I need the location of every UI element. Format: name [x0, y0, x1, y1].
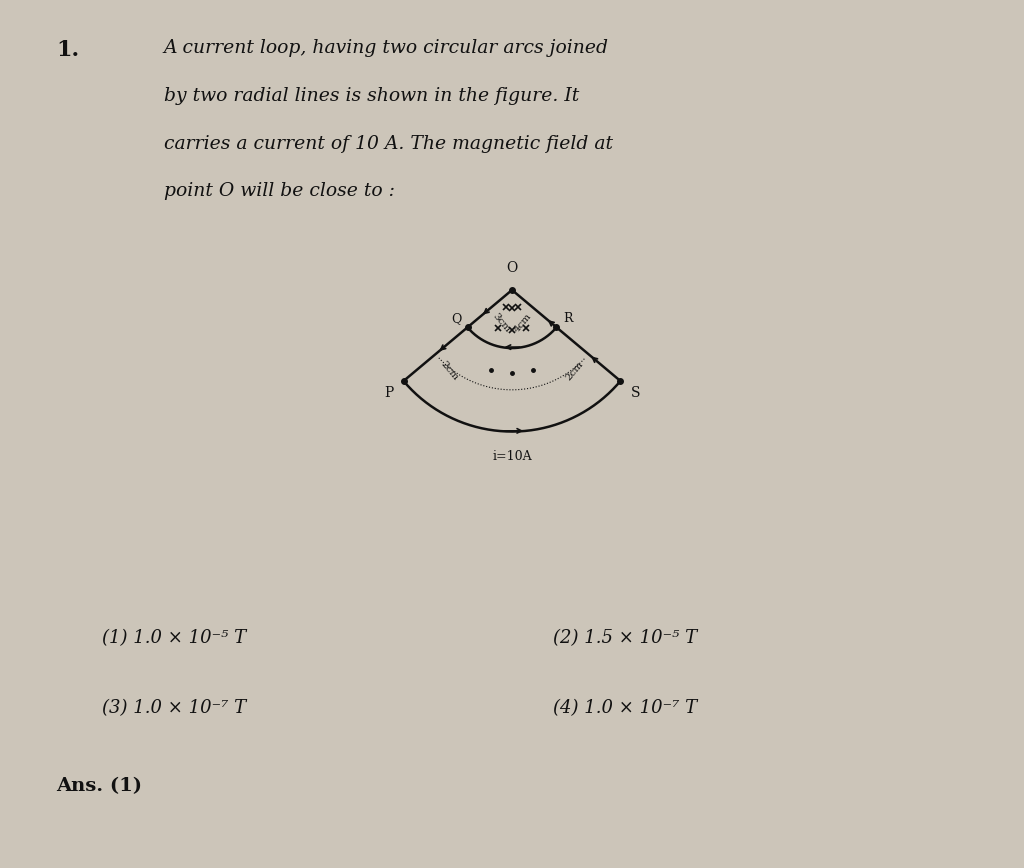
Text: Ans. (1): Ans. (1) [56, 777, 142, 795]
Text: point O will be close to :: point O will be close to : [164, 182, 395, 201]
Text: 4cm: 4cm [512, 312, 534, 334]
Text: 2cm: 2cm [439, 359, 460, 382]
Text: P: P [384, 386, 393, 400]
Text: by two radial lines is shown in the figure. It: by two radial lines is shown in the figu… [164, 87, 580, 105]
Text: 3cm: 3cm [490, 312, 512, 334]
Text: 2cm: 2cm [564, 359, 585, 382]
Text: i=10A: i=10A [493, 450, 531, 463]
Text: O: O [507, 260, 517, 275]
Text: (2) 1.5 × 10⁻⁵ T: (2) 1.5 × 10⁻⁵ T [553, 629, 697, 648]
Text: (3) 1.0 × 10⁻⁷ T: (3) 1.0 × 10⁻⁷ T [102, 699, 247, 717]
Text: S: S [631, 386, 640, 400]
Text: R: R [563, 312, 572, 325]
Text: (4) 1.0 × 10⁻⁷ T: (4) 1.0 × 10⁻⁷ T [553, 699, 697, 717]
Text: A current loop, having two circular arcs joined: A current loop, having two circular arcs… [164, 39, 609, 57]
Text: carries a current of 10 A. The magnetic field at: carries a current of 10 A. The magnetic … [164, 135, 612, 153]
Text: Q: Q [451, 312, 461, 325]
Text: (1) 1.0 × 10⁻⁵ T: (1) 1.0 × 10⁻⁵ T [102, 629, 247, 648]
Text: 1.: 1. [56, 39, 80, 61]
